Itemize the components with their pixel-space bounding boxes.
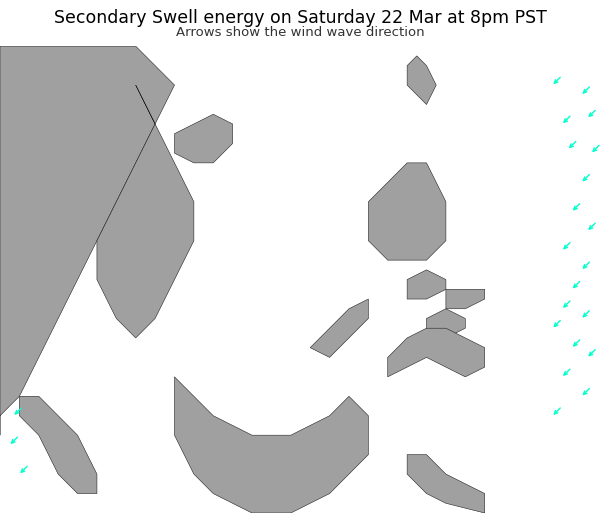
Polygon shape [446,289,484,309]
Polygon shape [0,46,174,435]
Text: Arrows show the wind wave direction: Arrows show the wind wave direction [176,26,425,40]
Polygon shape [19,396,97,494]
Polygon shape [368,163,446,260]
Polygon shape [407,56,436,105]
Polygon shape [388,328,484,377]
Text: Secondary Swell energy on Saturday 22 Mar at 8pm PST: Secondary Swell energy on Saturday 22 Ma… [54,9,547,27]
Polygon shape [407,270,446,299]
Polygon shape [407,455,484,513]
Polygon shape [427,309,465,338]
Polygon shape [310,299,368,358]
Polygon shape [97,85,194,338]
Polygon shape [174,114,233,163]
Polygon shape [174,377,368,513]
